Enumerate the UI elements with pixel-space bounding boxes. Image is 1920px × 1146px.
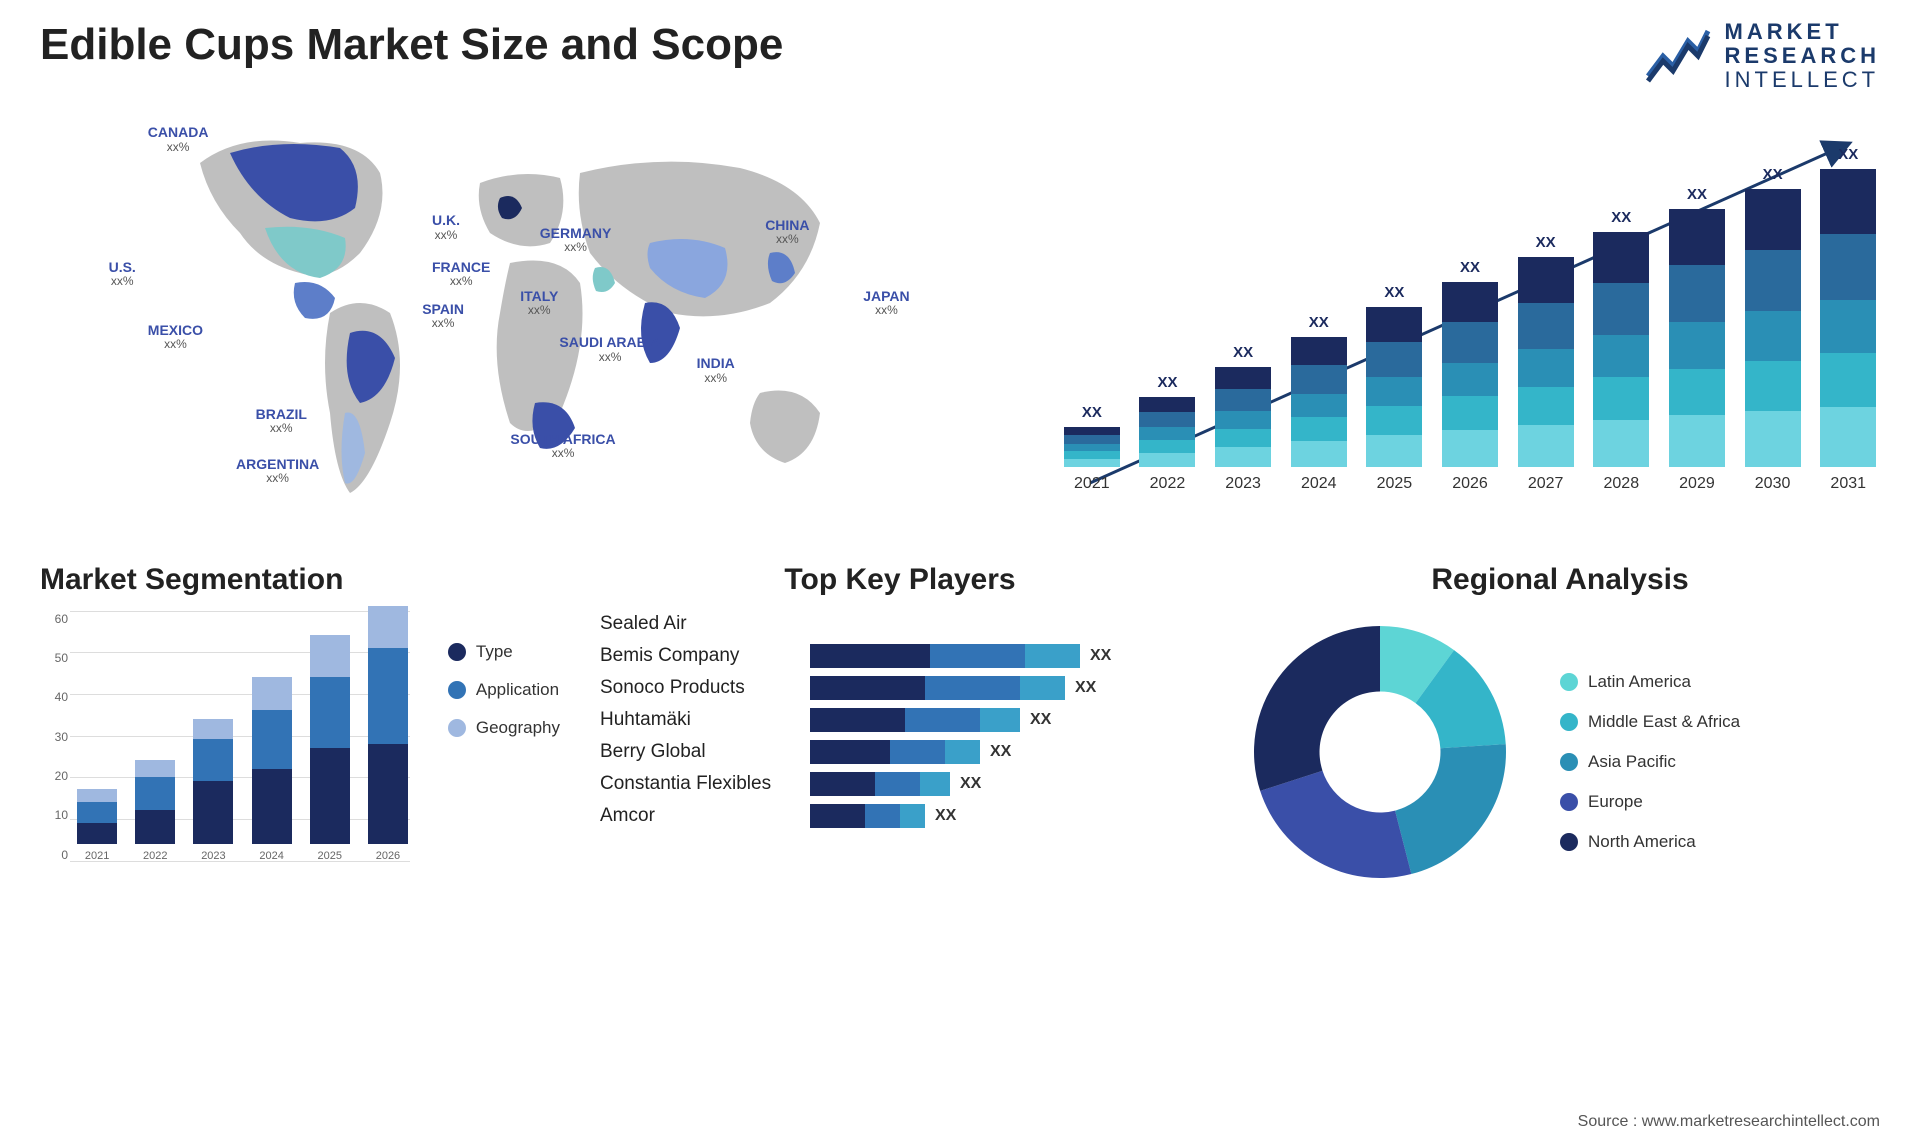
map-label-uk: U.K.xx% [432, 213, 460, 242]
seg-bar-2023: 2023 [191, 719, 235, 862]
forecast-bar-2024: XX2024 [1287, 314, 1351, 493]
page-title: Edible Cups Market Size and Scope [40, 20, 783, 70]
seg-legend: Type Application Geography [448, 642, 560, 738]
regional-panel: Regional Analysis Latin America Middle Ea… [1240, 563, 1880, 892]
player-amcor: AmcorXX [600, 804, 1200, 828]
seg-bars: 202120222023202420252026 [75, 612, 410, 862]
logo: MARKET RESEARCH INTELLECT [1643, 20, 1880, 93]
donut-seg-northamerica [1254, 626, 1380, 791]
player-huhtamki: HuhtamäkiXX [600, 708, 1200, 732]
seg-legend-type: Type [448, 642, 560, 662]
key-players-panel: Top Key Players Sealed Air Bemis CompanyX… [600, 563, 1200, 892]
map-label-mexico: MEXICOxx% [148, 323, 203, 352]
logo-text: MARKET RESEARCH INTELLECT [1725, 20, 1880, 93]
forecast-bar-2021: XX2021 [1060, 404, 1124, 493]
map-label-brazil: BRAZILxx% [256, 407, 307, 436]
donut-seg-europe [1260, 770, 1411, 877]
forecast-bar-2031: XX2031 [1816, 146, 1880, 493]
map-label-spain: SPAINxx% [422, 302, 464, 331]
map-label-india: INDIAxx% [697, 356, 735, 385]
forecast-chart: XX2021XX2022XX2023XX2024XX2025XX2026XX20… [1060, 113, 1880, 533]
map-label-argentina: ARGENTINAxx% [236, 457, 319, 486]
source-text: Source : www.marketresearchintellect.com [1578, 1113, 1880, 1131]
players-title: Top Key Players [600, 563, 1200, 597]
forecast-bar-2026: XX2026 [1438, 259, 1502, 493]
seg-legend-geography: Geography [448, 718, 560, 738]
forecast-bar-2029: XX2029 [1665, 186, 1729, 493]
map-label-china: CHINAxx% [765, 218, 809, 247]
map-label-italy: ITALYxx% [520, 289, 558, 318]
player-berryglobal: Berry GlobalXX [600, 740, 1200, 764]
segmentation-panel: Market Segmentation 6050403020100 2021 20… [40, 563, 560, 892]
map-label-canada: CANADAxx% [148, 125, 209, 154]
reg-legend-northamerica: North America [1560, 832, 1740, 852]
forecast-bar-2023: XX2023 [1211, 344, 1275, 493]
segmentation-title: Market Segmentation [40, 563, 560, 597]
seg-bar-2022: 2022 [133, 760, 177, 861]
player-sonocoproducts: Sonoco ProductsXX [600, 676, 1200, 700]
regional-legend: Latin America Middle East & Africa Asia Pa… [1560, 672, 1740, 852]
seg-bar-2025: 2025 [308, 635, 352, 861]
player-constantiaflexibles: Constantia FlexiblesXX [600, 772, 1200, 796]
reg-legend-asiapacific: Asia Pacific [1560, 752, 1740, 772]
regional-donut [1240, 612, 1520, 892]
seg-bar-2026: 2026 [366, 606, 410, 862]
map-label-germany: GERMANYxx% [540, 226, 612, 255]
seg-bar-2021: 2021 [75, 789, 119, 861]
logo-icon [1643, 26, 1713, 86]
map-label-france: FRANCExx% [432, 260, 490, 289]
player-sealedair: Sealed Air [600, 612, 1200, 636]
map-label-us: U.S.xx% [109, 260, 136, 289]
reg-legend-latinamerica: Latin America [1560, 672, 1740, 692]
forecast-bar-2028: XX2028 [1589, 209, 1653, 493]
regional-title: Regional Analysis [1240, 563, 1880, 597]
donut-seg-asiapacific [1395, 744, 1506, 874]
map-label-southafrica: SOUTH AFRICAxx% [510, 432, 615, 461]
map-label-japan: JAPANxx% [863, 289, 909, 318]
seg-legend-application: Application [448, 680, 560, 700]
player-bemiscompany: Bemis CompanyXX [600, 644, 1200, 668]
forecast-bar-2030: XX2030 [1741, 166, 1805, 493]
forecast-bar-2025: XX2025 [1363, 284, 1427, 493]
map-label-saudiarabia: SAUDI ARABIAxx% [559, 335, 660, 364]
forecast-bar-2027: XX2027 [1514, 234, 1578, 493]
reg-legend-middleeastafrica: Middle East & Africa [1560, 712, 1740, 732]
seg-y-axis: 6050403020100 [40, 612, 68, 862]
forecast-bar-2022: XX2022 [1136, 374, 1200, 493]
reg-legend-europe: Europe [1560, 792, 1740, 812]
world-map-panel: CANADAxx% U.S.xx% MEXICOxx% BRAZILxx% ARGENT… [40, 113, 1020, 533]
seg-bar-2024: 2024 [250, 677, 294, 862]
